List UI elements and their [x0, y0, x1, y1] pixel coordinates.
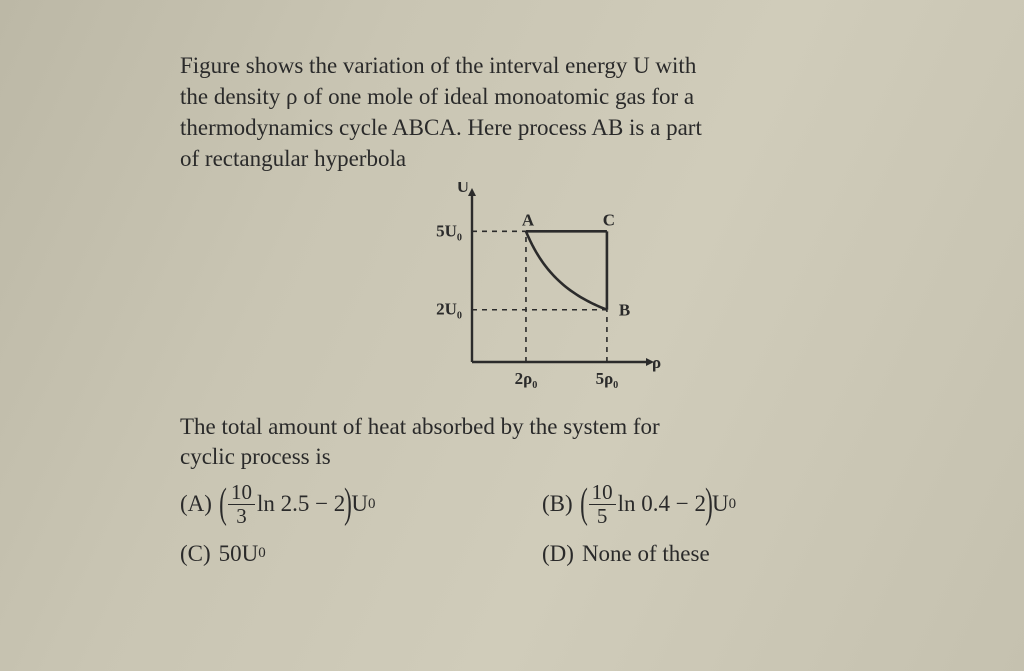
option-b-mid: ln 0.4 − 2 [618, 491, 706, 517]
stem-line-1: Figure shows the variation of the interv… [180, 53, 696, 78]
frac-num: 10 [589, 482, 616, 505]
rparen-icon: ) [705, 490, 713, 519]
frac-num: 10 [228, 482, 255, 505]
lparen-icon: ( [219, 490, 227, 519]
answer-options: (A) ( 10 3 ln 2.5 − 2 ) U0 (B) ( 10 5 ln… [180, 482, 884, 567]
stem-line-2: the density ρ of one mole of ideal monoa… [180, 84, 694, 109]
frac-den: 3 [233, 505, 250, 527]
option-b-fraction: 10 5 [589, 482, 616, 527]
subtext-line-1: The total amount of heat absorbed by the… [180, 414, 660, 439]
option-a-mid: ln 2.5 − 2 [257, 491, 345, 517]
stem-line-4: of rectangular hyperbola [180, 146, 406, 171]
option-d-text: None of these [582, 541, 710, 567]
rparen-icon: ) [344, 490, 352, 519]
question-stem: Figure shows the variation of the interv… [180, 50, 884, 174]
option-d[interactable]: (D) None of these [542, 541, 884, 567]
svg-text:U: U [457, 182, 469, 196]
option-b[interactable]: (B) ( 10 5 ln 0.4 − 2 ) U0 [542, 482, 884, 527]
svg-text:2ρ0: 2ρ0 [515, 369, 538, 391]
option-c-text: 50U [219, 541, 259, 567]
option-b-tail-sub: 0 [729, 496, 736, 513]
option-c-sub: 0 [258, 545, 265, 562]
question-subtext: The total amount of heat absorbed by the… [180, 412, 884, 472]
option-a[interactable]: (A) ( 10 3 ln 2.5 − 2 ) U0 [180, 482, 522, 527]
figure-container: Uρ A C B 5U0 2U0 2ρ0 5ρ0 [180, 182, 884, 402]
svg-text:C: C [603, 211, 615, 230]
option-a-tail: U [351, 491, 368, 517]
option-b-label: (B) [542, 491, 573, 517]
svg-text:2U0: 2U0 [436, 300, 462, 322]
svg-text:A: A [522, 211, 535, 230]
lparen-icon: ( [580, 490, 588, 519]
frac-den: 5 [594, 505, 611, 527]
stem-line-3: thermodynamics cycle ABCA. Here process … [180, 115, 702, 140]
option-c[interactable]: (C) 50U0 [180, 541, 522, 567]
svg-text:5ρ0: 5ρ0 [596, 369, 619, 391]
option-c-label: (C) [180, 541, 211, 567]
svg-text:5U0: 5U0 [436, 222, 462, 244]
subtext-line-2: cyclic process is [180, 444, 331, 469]
option-b-tail: U [712, 491, 729, 517]
option-d-label: (D) [542, 541, 574, 567]
option-a-tail-sub: 0 [368, 496, 375, 513]
svg-text:ρ: ρ [652, 353, 661, 372]
physics-question-page: Figure shows the variation of the interv… [0, 0, 1024, 671]
option-a-label: (A) [180, 491, 212, 517]
option-a-fraction: 10 3 [228, 482, 255, 527]
u-vs-rho-chart: Uρ A C B 5U0 2U0 2ρ0 5ρ0 [402, 182, 662, 402]
svg-text:B: B [619, 301, 630, 320]
